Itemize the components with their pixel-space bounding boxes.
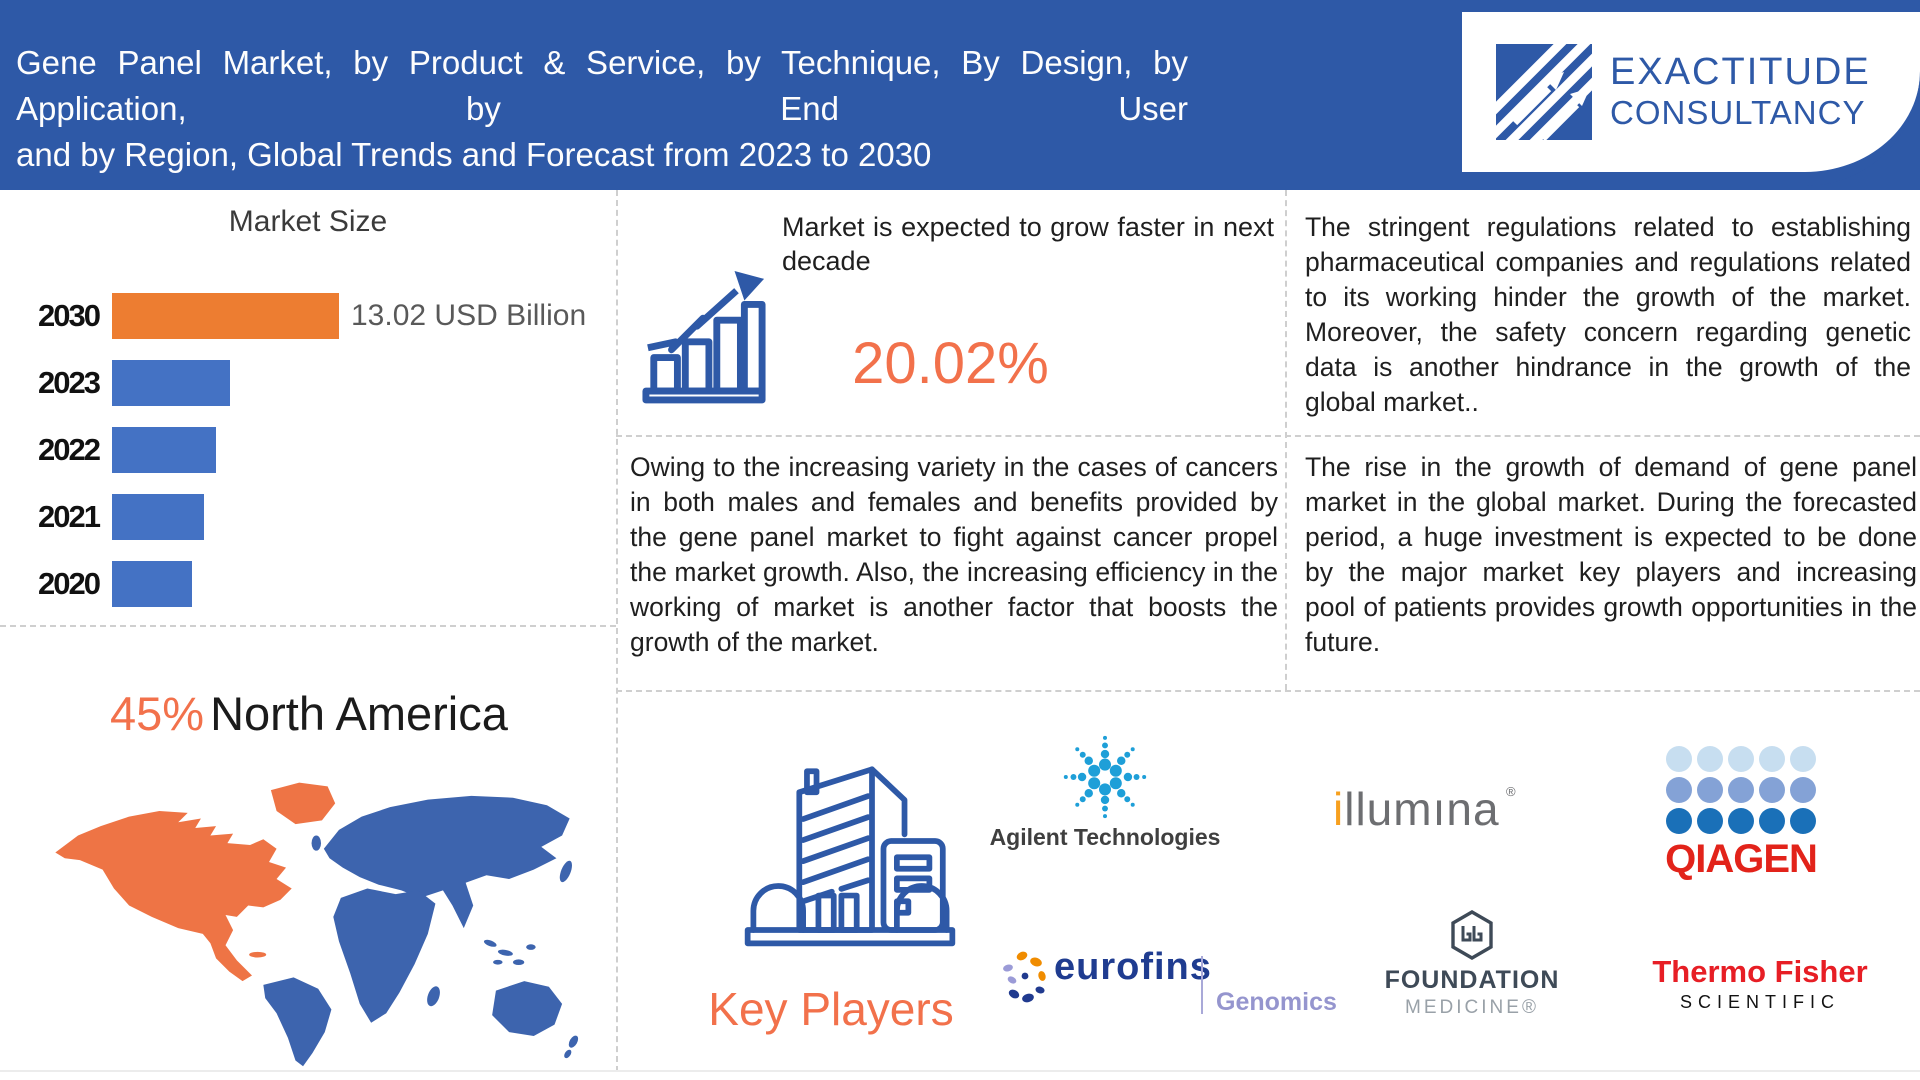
brand-name-line1: EXACTITUDE xyxy=(1610,51,1871,93)
logo-qiagen: QIAGEN xyxy=(1663,746,1819,882)
logo-illumina: illumına ® xyxy=(1333,782,1516,836)
foundation-wordmark-line1: FOUNDATION xyxy=(1384,966,1560,994)
brand-name-line2: CONSULTANCY xyxy=(1610,94,1866,131)
region-heading: 45% North America xyxy=(110,686,508,741)
divider-horizontal-chart xyxy=(0,625,616,627)
driver-paragraph: Owing to the increasing variety in the c… xyxy=(630,452,1278,657)
page-title-line1: Gene Panel Market, by Product & Service,… xyxy=(16,44,1188,127)
qiagen-dots-icon xyxy=(1666,746,1816,834)
growth-chart-icon xyxy=(642,270,766,404)
bar xyxy=(112,360,230,406)
thermo-wordmark-line2: SCIENTIFIC xyxy=(1679,992,1840,1012)
divider-vertical-left xyxy=(616,190,618,1072)
restraint-paragraph: The stringent regulations related to est… xyxy=(1305,212,1911,417)
bar-year-label: 2030 xyxy=(38,298,101,333)
brand-logo-icon xyxy=(1496,44,1592,140)
map-north-america xyxy=(55,782,336,982)
building-icon xyxy=(744,766,956,947)
qiagen-dot xyxy=(1759,808,1785,834)
divider-horizontal-top xyxy=(616,435,1920,437)
divider-bottom xyxy=(0,1070,1920,1072)
region-name: North America xyxy=(210,687,508,740)
qiagen-dot xyxy=(1790,777,1816,803)
page-title-line2: and by Region, Global Trends and Forecas… xyxy=(16,136,932,173)
illumina-registered-mark: ® xyxy=(1505,784,1516,799)
opportunity-paragraph: The rise in the growth of demand of gene… xyxy=(1305,452,1917,657)
bar-row: 2023 xyxy=(38,360,586,406)
growth-statement: Market is expected to grow faster in nex… xyxy=(782,212,1274,276)
qiagen-dot xyxy=(1666,777,1692,803)
logo-eurofins-genomics: eurofins Genomics xyxy=(1000,946,1337,1030)
bar xyxy=(112,293,339,339)
cagr-value: 20.02% xyxy=(852,331,1049,396)
qiagen-dot xyxy=(1666,808,1692,834)
bar-year-label: 2020 xyxy=(38,566,101,601)
chart-title: Market Size xyxy=(228,205,388,238)
qiagen-dot xyxy=(1728,777,1754,803)
bar-row: 2020 xyxy=(38,561,586,607)
bar-row: 2030 13.02 USD Billion xyxy=(38,293,586,339)
qiagen-dot xyxy=(1697,746,1723,772)
logo-thermo-fisher: Thermo Fisher SCIENTIFIC xyxy=(1652,954,1867,1013)
map-rest-of-world xyxy=(263,795,579,1067)
logo-foundation-medicine: FOUNDATION MEDICINE® xyxy=(1382,910,1562,1019)
region-share: 45% xyxy=(110,687,205,740)
qiagen-dot xyxy=(1790,746,1816,772)
brand-logo: EXACTITUDE CONSULTANCY xyxy=(1462,12,1920,186)
eurofins-division: Genomics xyxy=(1216,988,1337,1016)
qiagen-dot xyxy=(1697,808,1723,834)
eurofins-wordmark: eurofins xyxy=(1054,946,1212,988)
qiagen-wordmark: QIAGEN xyxy=(1665,837,1818,881)
qiagen-dot xyxy=(1697,777,1723,803)
foundation-wordmark-line2: MEDICINE® xyxy=(1405,997,1539,1018)
qiagen-dot xyxy=(1790,808,1816,834)
key-players-title: Key Players xyxy=(708,983,954,1035)
agilent-wordmark: Agilent Technologies xyxy=(989,824,1221,850)
eurofins-dots-icon xyxy=(1003,951,1046,1003)
bar xyxy=(112,494,204,540)
illumina-wordmark: illumına xyxy=(1333,783,1500,835)
eurofins-divider xyxy=(1201,956,1203,1014)
qiagen-dot xyxy=(1728,746,1754,772)
market-size-chart: 2030 13.02 USD Billion 2023 2022 2021 2020 xyxy=(38,293,586,628)
bar xyxy=(112,561,192,607)
bar-year-label: 2023 xyxy=(38,365,101,400)
key-players-section: Key Players Agilent Technologies illumın… xyxy=(616,690,1920,1072)
brand-logo-text: EXACTITUDE CONSULTANCY xyxy=(1610,51,1871,133)
bar xyxy=(112,427,216,473)
bar-value-label: 13.02 USD Billion xyxy=(351,299,587,332)
divider-horizontal-mid xyxy=(616,690,1920,692)
qiagen-dot xyxy=(1759,777,1785,803)
world-map xyxy=(55,782,579,1067)
header-banner: Gene Panel Market, by Product & Service,… xyxy=(0,0,1920,190)
foundation-hexagon-icon xyxy=(1451,910,1493,960)
agilent-starburst-icon xyxy=(1063,735,1147,819)
bar-year-label: 2021 xyxy=(38,499,101,534)
qiagen-dot xyxy=(1728,808,1754,834)
qiagen-dot xyxy=(1666,746,1692,772)
page-title: Gene Panel Market, by Product & Service,… xyxy=(16,40,1188,178)
thermo-wordmark-line1: Thermo Fisher xyxy=(1652,954,1868,989)
bar-year-label: 2022 xyxy=(38,432,101,467)
bar-row: 2022 xyxy=(38,427,586,473)
qiagen-dot xyxy=(1759,746,1785,772)
bar-row: 2021 xyxy=(38,494,586,540)
logo-agilent-technologies: Agilent Technologies xyxy=(990,734,1220,851)
divider-vertical-right xyxy=(1285,190,1287,690)
